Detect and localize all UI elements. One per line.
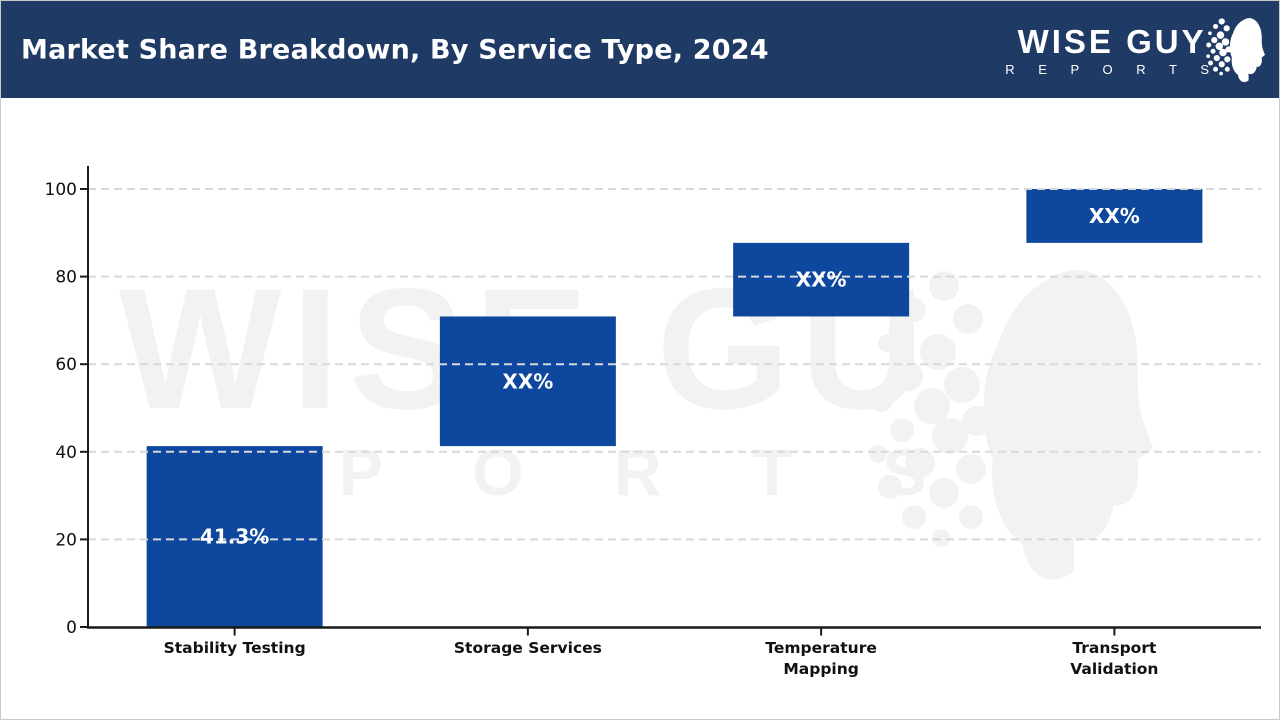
head-dot [1208, 31, 1212, 36]
head-dot [1208, 60, 1214, 66]
page-title: Market Share Breakdown, By Service Type,… [21, 34, 769, 65]
brand-logo-text: WISE GUY R E P O R T S [1005, 23, 1219, 77]
head-dot [1219, 71, 1223, 76]
y-tick-label-100: 100 [45, 180, 77, 200]
x-category-label-1: Stability Testing [164, 639, 306, 657]
axes-group [80, 166, 1261, 636]
brand-head-icon [1206, 18, 1265, 83]
head-dot [1223, 25, 1230, 32]
head-dot [1218, 61, 1225, 68]
bar-value-label-3: XX% [796, 268, 847, 292]
head-dot [1210, 48, 1216, 54]
y-tick-label-20: 20 [55, 530, 77, 550]
head-dot [1213, 54, 1220, 62]
y-tick-label-0: 0 [66, 618, 77, 638]
y-tick-label-60: 60 [55, 355, 77, 375]
head-profile [1229, 18, 1265, 83]
brand-logo: WISE GUY R E P O R T S [1005, 7, 1267, 93]
bar-value-label-4: XX% [1089, 204, 1140, 228]
x-category-label-3: Temperature Mapping [765, 639, 877, 678]
bar-2 [439, 316, 616, 447]
brand-subname: R E P O R T S [1005, 62, 1219, 77]
head-dot [1224, 66, 1230, 72]
head-dot [1206, 42, 1212, 48]
head-dot [1219, 48, 1227, 57]
brand-name: WISE GUY [1017, 23, 1207, 60]
bar-3 [733, 242, 910, 317]
head-dot [1215, 42, 1223, 50]
head-dot [1225, 46, 1232, 53]
head-dot [1218, 18, 1225, 25]
x-category-label-2: Storage Services [454, 639, 602, 657]
bars-group [146, 189, 1203, 627]
bar-4 [1026, 189, 1203, 243]
bar-1 [146, 446, 323, 627]
y-tick-label-80: 80 [55, 268, 77, 288]
head-dot [1216, 31, 1225, 39]
labels-group: 0 20 40 60 80 100 Stability Testing Storage Ser… [45, 180, 1159, 678]
head-dot [1211, 36, 1218, 44]
head-dot [1224, 56, 1231, 63]
y-tick-label-40: 40 [55, 443, 77, 463]
head-dot [1206, 54, 1210, 59]
x-category-label-4: Transport Validation [1070, 639, 1158, 678]
bar-value-label-2: XX% [502, 369, 553, 393]
header-bar: Market Share Breakdown, By Service Type,… [1, 1, 1279, 98]
head-dot [1213, 23, 1219, 29]
bar-value-label-1: 41.3% [200, 525, 269, 549]
head-dot [1213, 66, 1219, 72]
head-dot [1221, 38, 1230, 46]
